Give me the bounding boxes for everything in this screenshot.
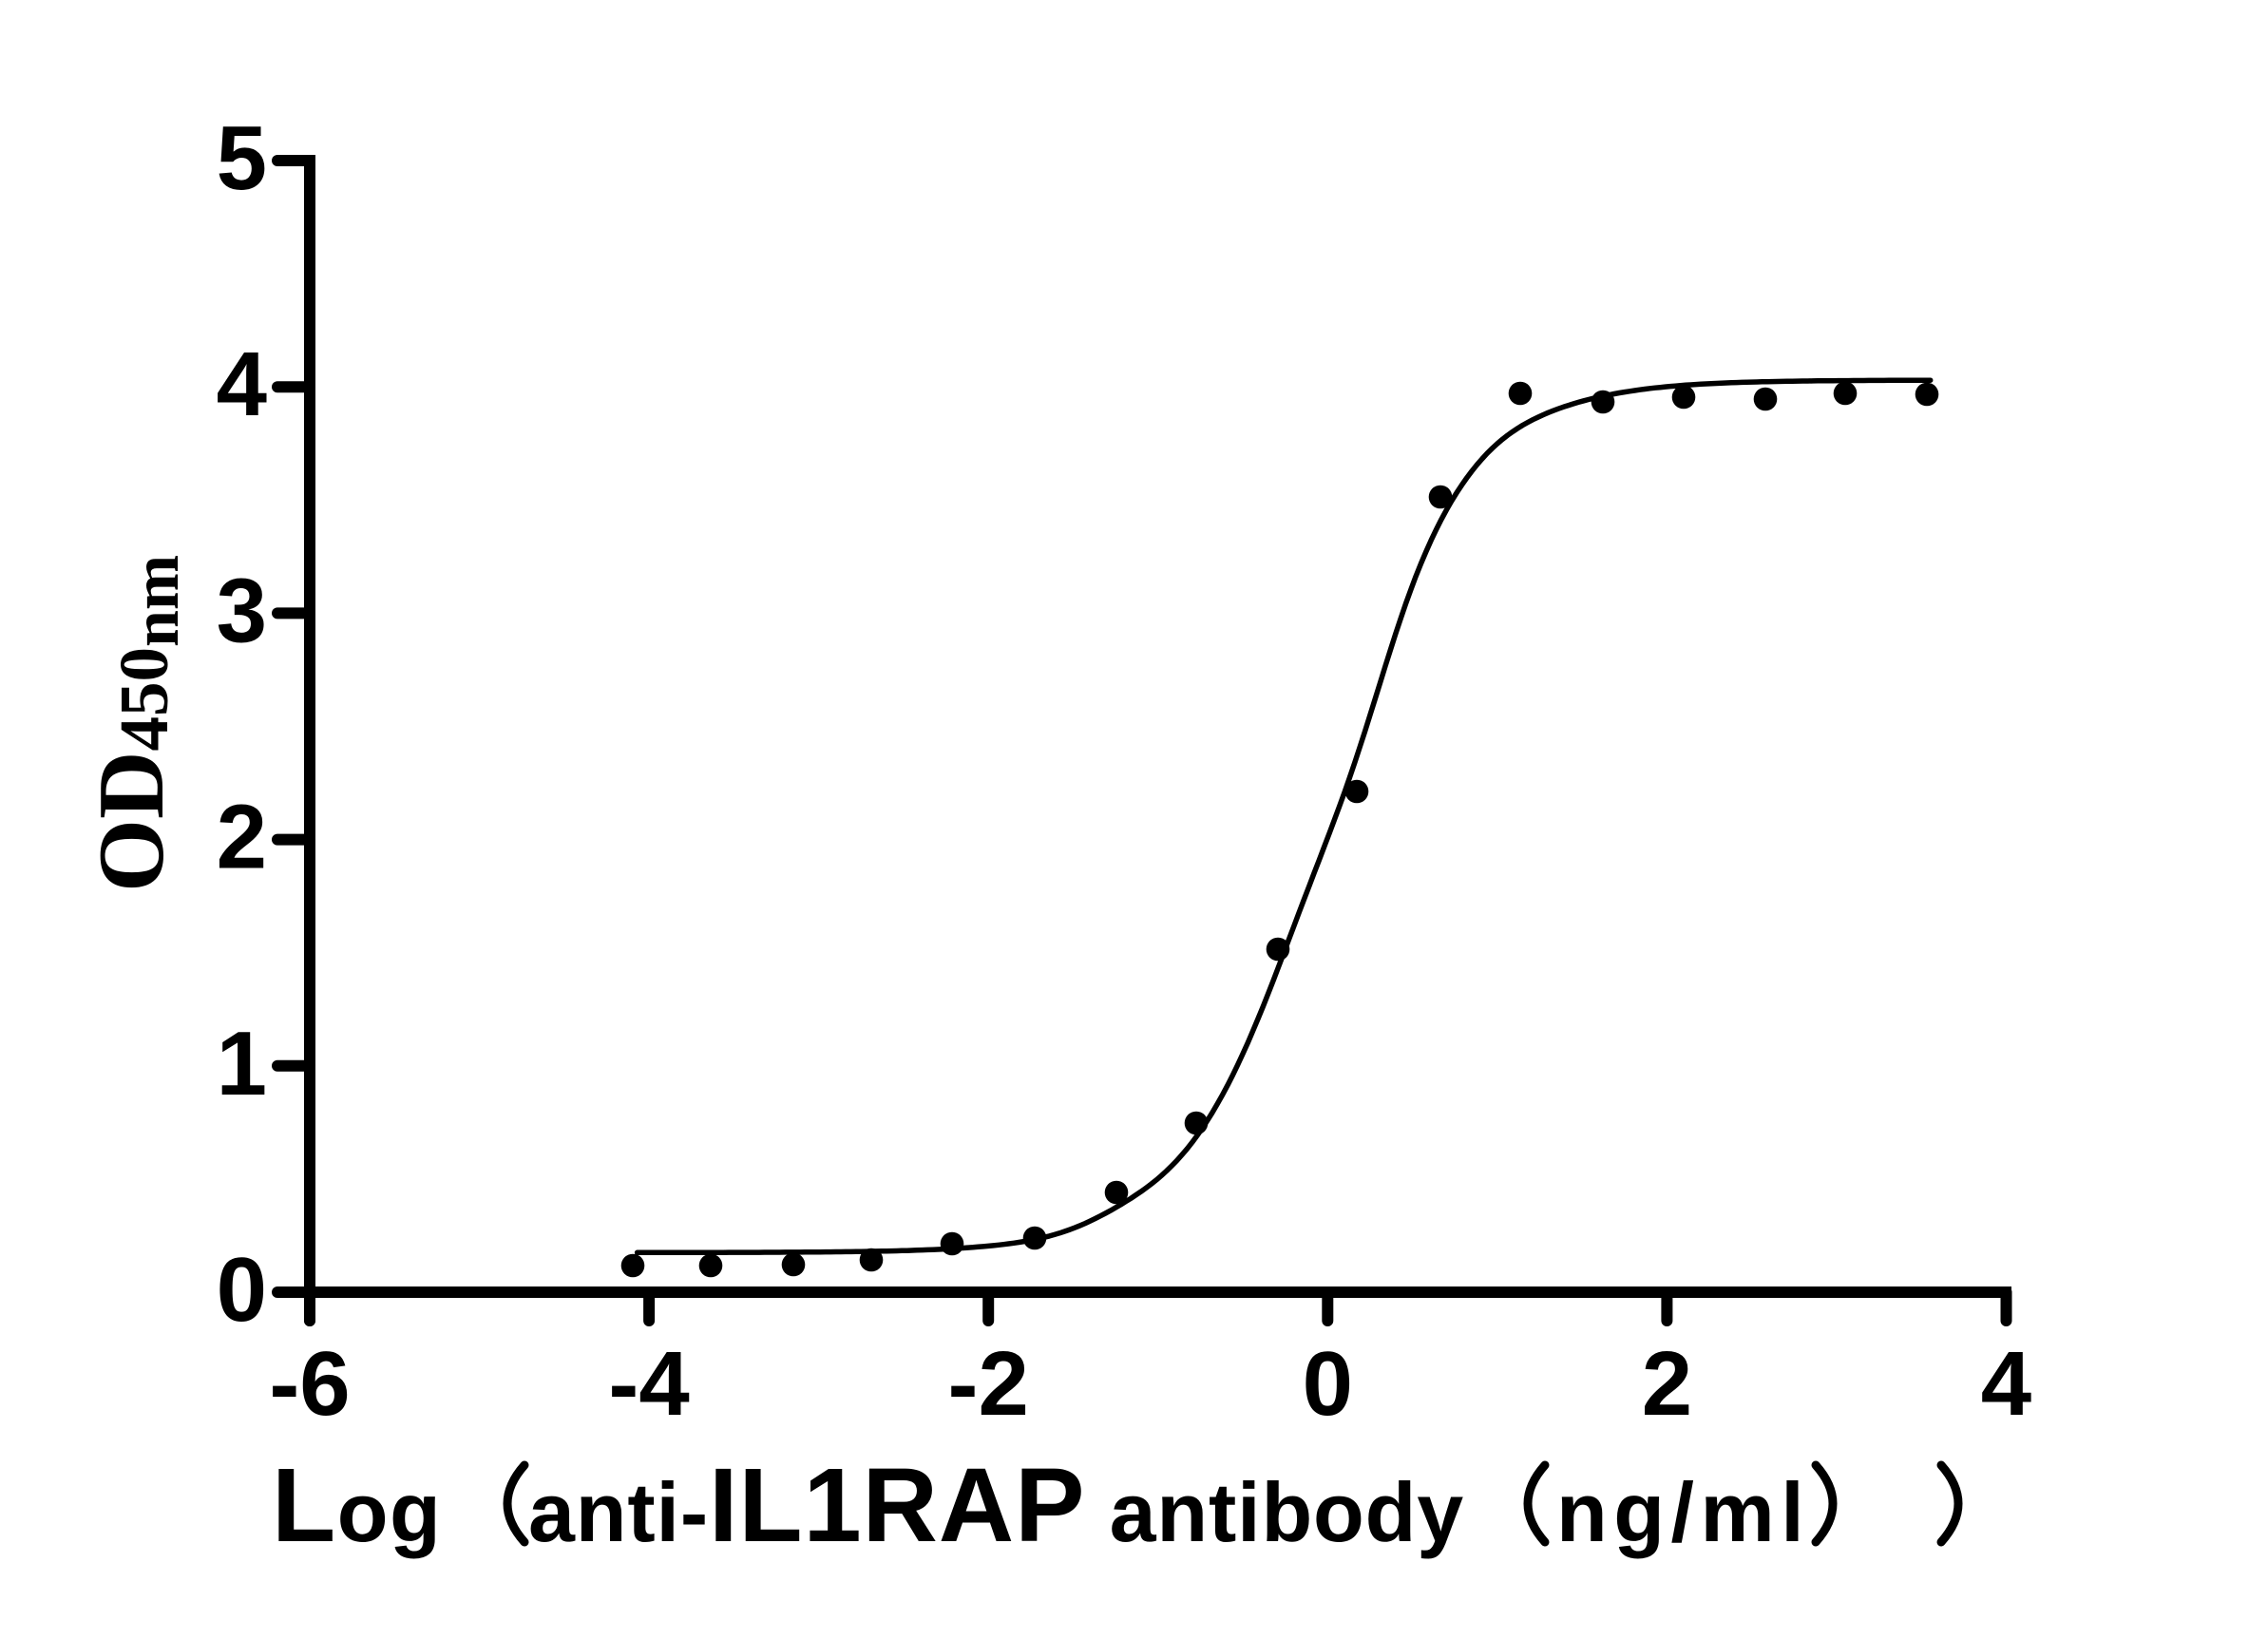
svg-text:-4: -4 <box>608 1333 689 1435</box>
svg-text:0: 0 <box>217 1239 267 1341</box>
svg-text:anti-IL1RAP antibody: anti-IL1RAP antibody <box>528 1447 1464 1564</box>
svg-text:2: 2 <box>1642 1333 1692 1435</box>
svg-text:5: 5 <box>217 107 267 209</box>
svg-text:2: 2 <box>217 787 267 888</box>
svg-text:1: 1 <box>217 1013 267 1115</box>
svg-text:0: 0 <box>1303 1333 1353 1435</box>
svg-text:-6: -6 <box>269 1333 350 1435</box>
svg-text:4: 4 <box>217 334 267 435</box>
svg-text:ng/ml: ng/ml <box>1556 1465 1810 1559</box>
svg-text:3: 3 <box>217 560 267 661</box>
svg-text:OD450nm: OD450nm <box>80 555 193 892</box>
svg-text:Log: Log <box>272 1447 442 1564</box>
svg-text:4: 4 <box>1981 1333 2031 1435</box>
svg-text:-2: -2 <box>948 1333 1029 1435</box>
